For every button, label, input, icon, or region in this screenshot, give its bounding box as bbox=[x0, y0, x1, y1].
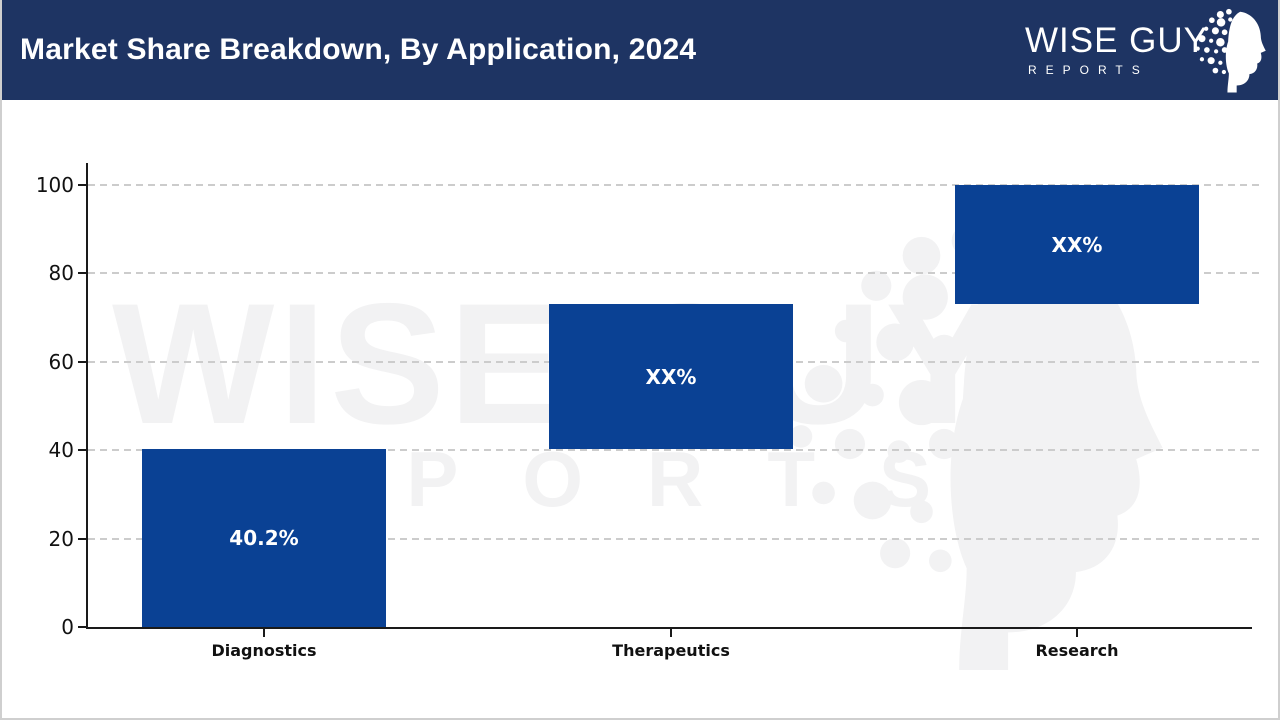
y-tick-label-100: 100 bbox=[35, 173, 74, 197]
brand-logo: WISE GUY REPORTS bbox=[1025, 7, 1270, 93]
bar-value-label-diagnostics: 40.2% bbox=[229, 526, 299, 551]
y-tick-label-20: 20 bbox=[48, 526, 74, 551]
y-tickmark-80 bbox=[78, 272, 86, 275]
gridline-100 bbox=[88, 184, 1262, 186]
y-tickmark-100 bbox=[78, 184, 86, 186]
brand-name: WISE GUY bbox=[1024, 21, 1208, 60]
brand-logo-text: WISE GUY REPORTS bbox=[1025, 23, 1208, 77]
y-tickmark-40 bbox=[78, 449, 86, 452]
y-tick-label-80: 80 bbox=[48, 261, 74, 286]
y-tick-label-60: 60 bbox=[48, 349, 74, 374]
x-tick-label-therapeutics: Therapeutics bbox=[612, 641, 730, 660]
bar-research: XX% bbox=[955, 185, 1199, 305]
bar-value-label-research: XX% bbox=[1051, 232, 1103, 257]
bar-therapeutics: XX% bbox=[549, 304, 793, 450]
y-tick-label-40: 40 bbox=[48, 438, 74, 463]
x-tick-label-research: Research bbox=[1035, 641, 1119, 660]
x-tickmark-diagnostics bbox=[263, 629, 265, 637]
x-tickmark-research bbox=[1076, 629, 1078, 637]
gridline-20 bbox=[88, 537, 1262, 540]
brand-subtitle: REPORTS bbox=[1027, 63, 1149, 77]
brand-face-icon bbox=[1195, 8, 1266, 93]
header-band: Market Share Breakdown, By Application, … bbox=[0, 0, 1280, 100]
y-tickmark-0 bbox=[78, 626, 86, 628]
page-title: Market Share Breakdown, By Application, … bbox=[20, 33, 697, 66]
gridline-80 bbox=[88, 272, 1262, 275]
x-axis-spine bbox=[86, 627, 1252, 629]
gridline-40 bbox=[88, 449, 1262, 452]
bar-value-label-therapeutics: XX% bbox=[645, 364, 697, 389]
x-tick-label-diagnostics: Diagnostics bbox=[211, 641, 317, 660]
y-tickmark-20 bbox=[78, 537, 86, 540]
y-axis-spine bbox=[86, 163, 88, 629]
y-tick-label-0: 0 bbox=[61, 615, 74, 639]
y-tickmark-60 bbox=[78, 360, 86, 363]
bar-diagnostics: 40.2% bbox=[142, 449, 386, 627]
x-tickmark-therapeutics bbox=[670, 629, 672, 637]
